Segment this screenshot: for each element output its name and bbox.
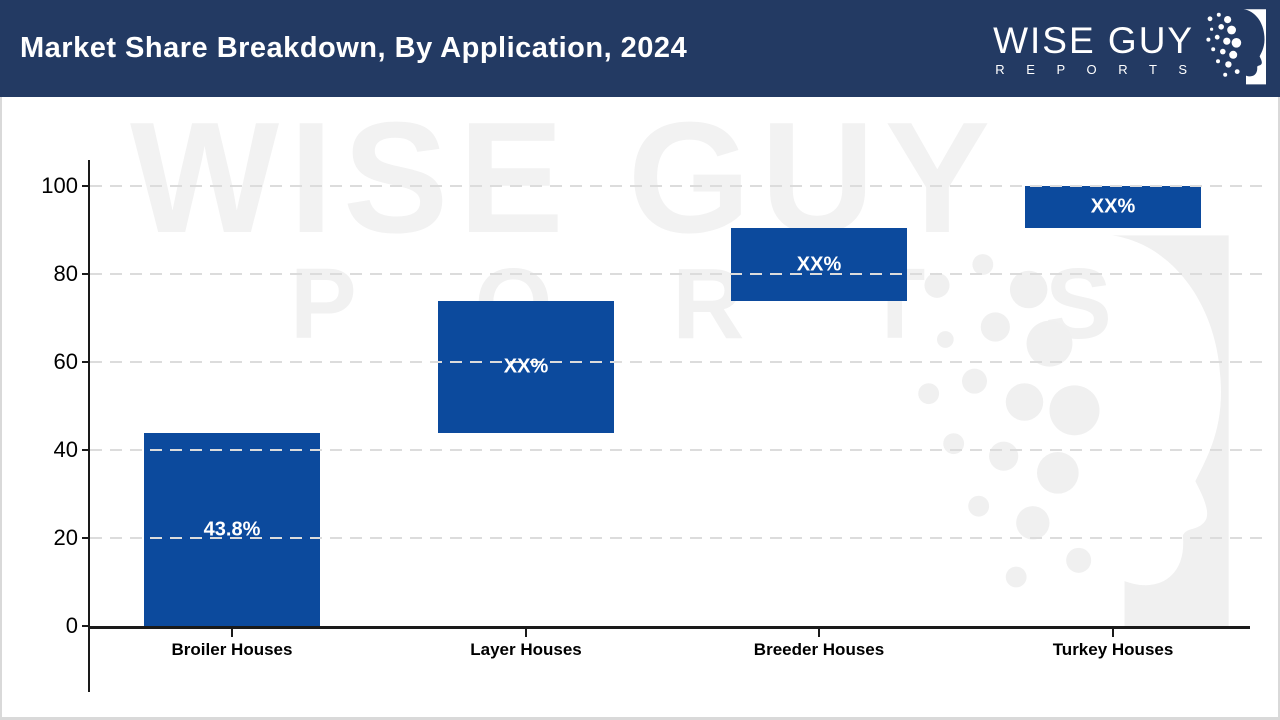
gridline (90, 537, 1264, 539)
y-tick-label: 100 (41, 173, 78, 198)
x-tick-mark (1112, 629, 1114, 637)
y-tick-mark (82, 625, 90, 627)
y-tick-label: 80 (53, 261, 78, 286)
bar-value-label: XX% (796, 253, 842, 276)
logo-wordmark: WISE GUY (993, 19, 1195, 61)
bar-value-label: XX% (1090, 195, 1136, 218)
y-tick-label: 40 (53, 437, 78, 462)
x-tick-mark (525, 629, 527, 637)
bar (144, 433, 320, 626)
logo-text: WISE GUY R E P O R T S (991, 22, 1196, 76)
y-tick-mark (82, 273, 90, 275)
x-tick-mark (818, 629, 820, 637)
gridline (90, 449, 1264, 451)
watermark-head-icon (882, 227, 1242, 632)
header: Market Share Breakdown, By Application, … (0, 0, 1280, 97)
gridline (90, 273, 1264, 275)
x-axis-label: Turkey Houses (1052, 640, 1174, 659)
bar-value-label: 43.8% (203, 518, 261, 541)
bar-value-label: XX% (503, 355, 549, 378)
x-axis (88, 626, 1250, 629)
wiseguy-logo: WISE GUY R E P O R T S (991, 7, 1266, 90)
y-axis (88, 160, 90, 692)
y-tick-label: 60 (53, 349, 78, 374)
bar (438, 301, 614, 434)
y-tick-mark (82, 449, 90, 451)
bar (1025, 186, 1201, 228)
y-tick-label: 20 (53, 525, 78, 550)
y-tick-mark (82, 185, 90, 187)
y-tick-label: 0 (65, 613, 78, 638)
chart-panel: WISE GUY P O R T S 0 20 40 60 80 100 43.8% Broi… (0, 90, 1280, 720)
gridline (90, 185, 1264, 187)
y-tick-mark (82, 537, 90, 539)
y-tick-mark (82, 361, 90, 363)
x-axis-label: Breeder Houses (753, 640, 885, 659)
bar (731, 227, 907, 302)
page-title: Market Share Breakdown, By Application, … (20, 32, 688, 64)
gridline (90, 361, 1264, 363)
logo-reports-label: R E P O R T S (995, 61, 1196, 77)
logo-head-icon (1202, 7, 1266, 90)
x-axis-label: Broiler Houses (171, 640, 293, 659)
x-axis-label: Layer Houses (470, 640, 582, 659)
x-tick-mark (231, 629, 233, 637)
